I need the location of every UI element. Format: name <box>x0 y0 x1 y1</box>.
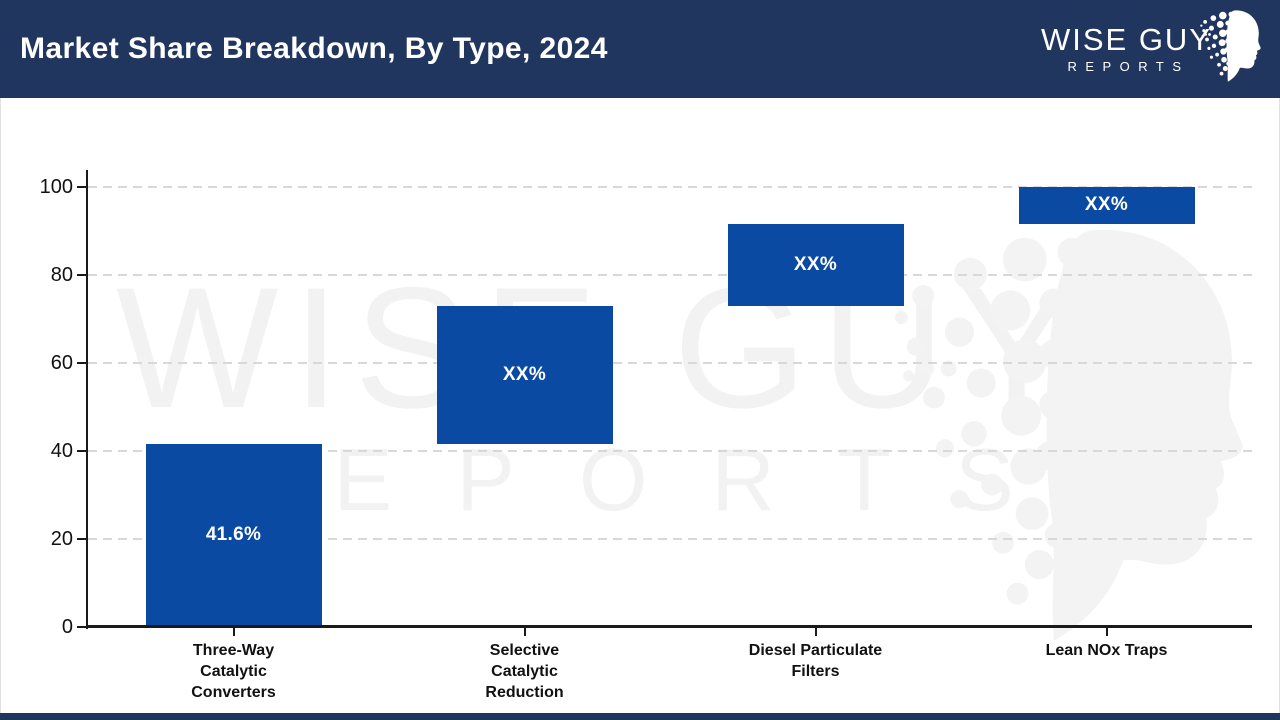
x-tick-mark <box>232 628 235 636</box>
gridline <box>88 186 1252 188</box>
x-axis <box>86 625 1252 628</box>
y-tick-mark <box>77 362 86 364</box>
y-tick-mark <box>77 186 86 188</box>
left-frame-border <box>0 98 1 713</box>
bar-value-label: XX% <box>793 253 838 275</box>
y-tick-mark <box>77 538 86 540</box>
brand-name: WISE GUY <box>1040 22 1212 57</box>
bar-value-label: XX% <box>1084 194 1129 216</box>
bar: XX% <box>727 223 904 306</box>
footer-bar <box>0 713 1280 720</box>
header-bar: Market Share Breakdown, By Type, 2024 WI… <box>0 0 1280 98</box>
brand-dot-face-icon <box>1200 10 1261 82</box>
y-tick-label: 100 <box>39 176 73 198</box>
page-title: Market Share Breakdown, By Type, 2024 <box>20 32 608 65</box>
x-category-label: Lean NOx Traps <box>1045 642 1168 659</box>
gridline <box>88 538 1252 540</box>
x-category-label: Selective Catalytic Reduction <box>485 642 564 701</box>
y-tick-label: 60 <box>50 352 73 374</box>
x-tick-mark <box>1105 628 1108 636</box>
y-tick-mark <box>77 626 86 628</box>
y-tick-mark <box>77 274 86 276</box>
bar-value-label: 41.6% <box>205 524 262 546</box>
y-tick-label: 20 <box>50 528 73 550</box>
x-tick-mark <box>523 628 526 636</box>
y-tick-label: 40 <box>50 440 73 462</box>
bar-value-label: XX% <box>502 363 547 385</box>
gridline <box>88 450 1252 452</box>
y-tick-mark <box>77 450 86 452</box>
gridline <box>88 274 1252 276</box>
x-category-label: Diesel Particulate Filters <box>748 642 883 680</box>
x-category-label: Three-Way Catalytic Converters <box>191 642 276 701</box>
brand-logo-text: WISE GUY REPORTS <box>1041 24 1212 74</box>
bar: 41.6% <box>145 443 322 627</box>
y-tick-label: 0 <box>61 616 73 638</box>
bar: XX% <box>436 305 613 444</box>
x-tick-mark <box>814 628 817 636</box>
brand-subname: REPORTS <box>1067 59 1190 74</box>
brand-logo: WISE GUY REPORTS <box>1041 8 1266 90</box>
gridline <box>88 362 1252 364</box>
y-tick-label: 80 <box>50 264 73 286</box>
bar: XX% <box>1018 187 1195 224</box>
y-axis <box>86 170 88 629</box>
